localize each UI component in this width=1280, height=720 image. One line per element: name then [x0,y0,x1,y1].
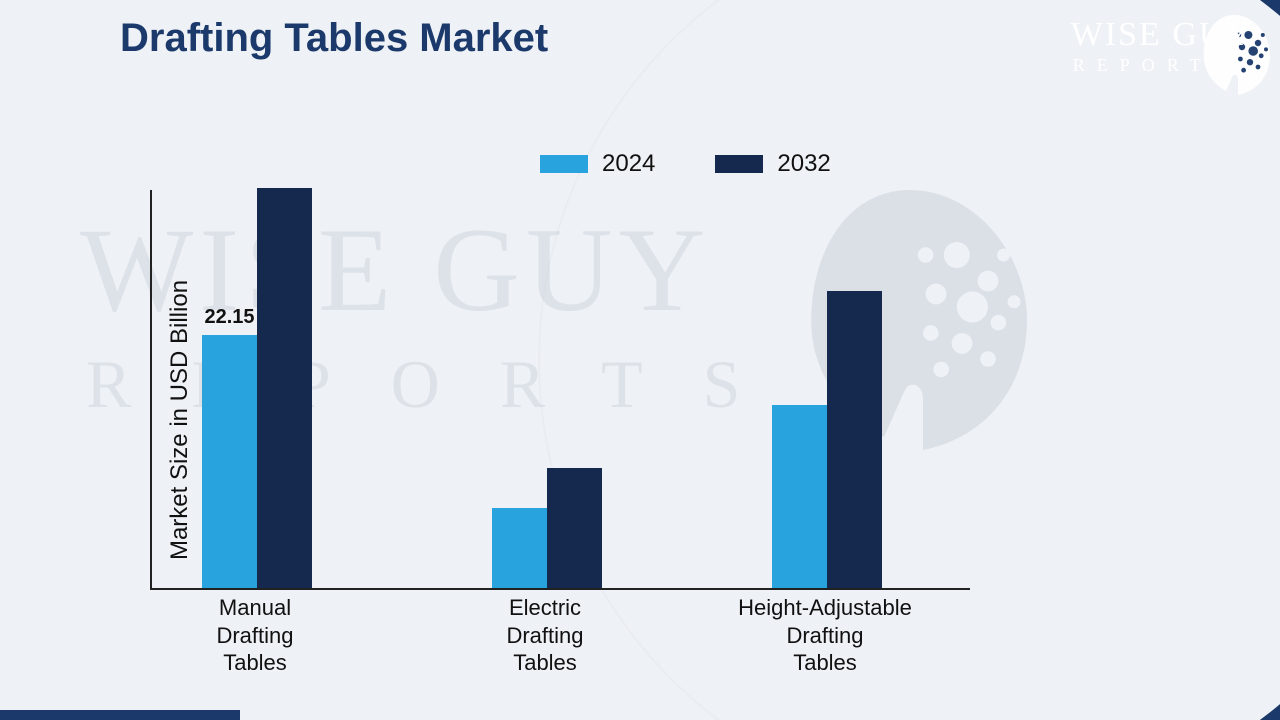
brand-logo: WISE GUY REPORTS [1071,18,1252,74]
bar [492,508,547,588]
legend-label-2032: 2032 [777,150,830,178]
page-title: Drafting Tables Market [120,16,548,61]
bar [202,335,257,588]
bar-value-label: 22.15 [180,306,280,329]
brand-line-2: REPORTS [1073,56,1252,74]
category-label: ManualDraftingTables [155,594,355,677]
bar [547,468,602,588]
legend-swatch-2032 [715,155,763,173]
category-label: ElectricDraftingTables [445,594,645,677]
legend-label-2024: 2024 [602,150,655,178]
bar [257,188,312,588]
category-label: Height-AdjustableDraftingTables [725,594,925,677]
bar [772,405,827,588]
legend-item-2024: 2024 [540,150,655,178]
chart-plot-area: 22.15 [150,190,970,590]
brand-line-1: WISE GUY [1071,18,1252,52]
bar-chart: 2024 2032 Market Size in USD Billion 22.… [40,150,1040,690]
bar [827,291,882,588]
chart-legend: 2024 2032 [540,150,831,178]
infographic-canvas: Drafting Tables Market WISE GUY REPORTS … [0,0,1280,720]
legend-item-2032: 2032 [715,150,830,178]
legend-swatch-2024 [540,155,588,173]
bottom-accent-strip [0,710,240,720]
